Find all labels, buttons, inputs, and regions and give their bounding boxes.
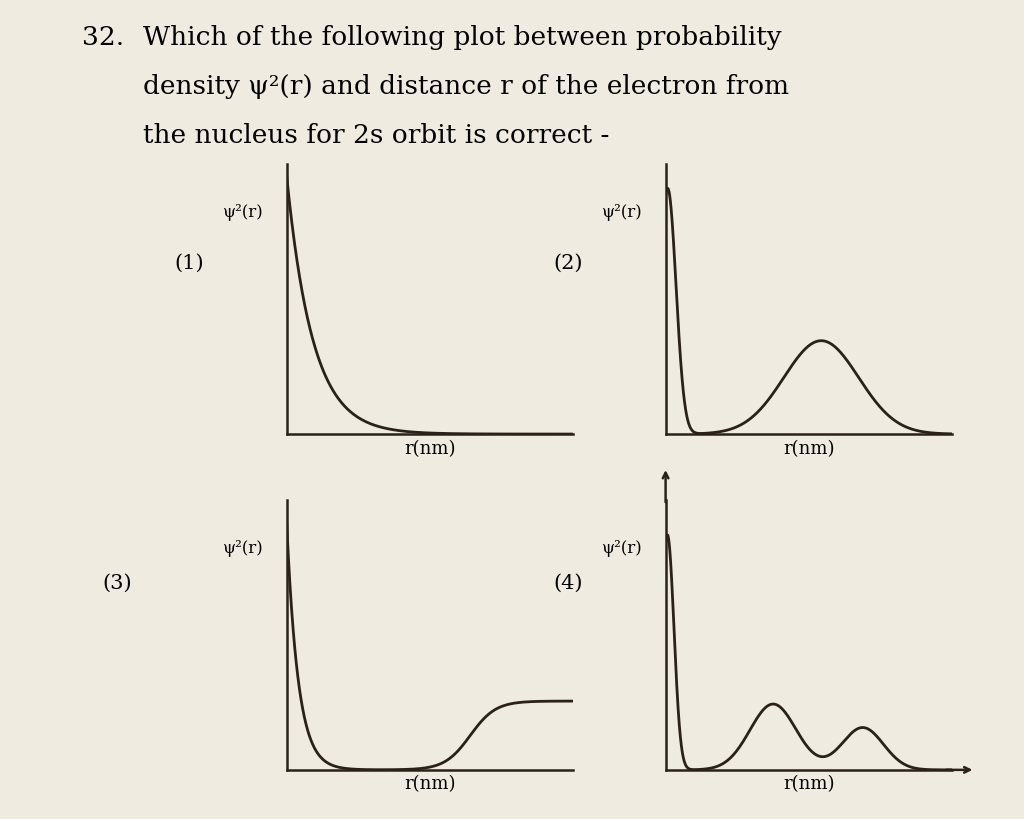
X-axis label: r(nm): r(nm) xyxy=(783,440,835,458)
Text: ψ²(r): ψ²(r) xyxy=(223,205,264,221)
Text: density ψ²(r) and distance r of the electron from: density ψ²(r) and distance r of the elec… xyxy=(143,74,790,99)
Text: (2): (2) xyxy=(553,254,583,273)
Text: 32.: 32. xyxy=(82,25,124,50)
X-axis label: r(nm): r(nm) xyxy=(404,440,456,458)
X-axis label: r(nm): r(nm) xyxy=(404,776,456,794)
Text: (4): (4) xyxy=(553,573,583,592)
Text: ψ²(r): ψ²(r) xyxy=(602,541,643,557)
Text: ψ²(r): ψ²(r) xyxy=(602,205,643,221)
X-axis label: r(nm): r(nm) xyxy=(783,776,835,794)
Text: (3): (3) xyxy=(102,573,132,592)
Text: ψ²(r): ψ²(r) xyxy=(223,541,264,557)
Text: Which of the following plot between probability: Which of the following plot between prob… xyxy=(143,25,782,50)
Text: the nucleus for 2s orbit is correct -: the nucleus for 2s orbit is correct - xyxy=(143,123,609,148)
Text: (1): (1) xyxy=(174,254,204,273)
